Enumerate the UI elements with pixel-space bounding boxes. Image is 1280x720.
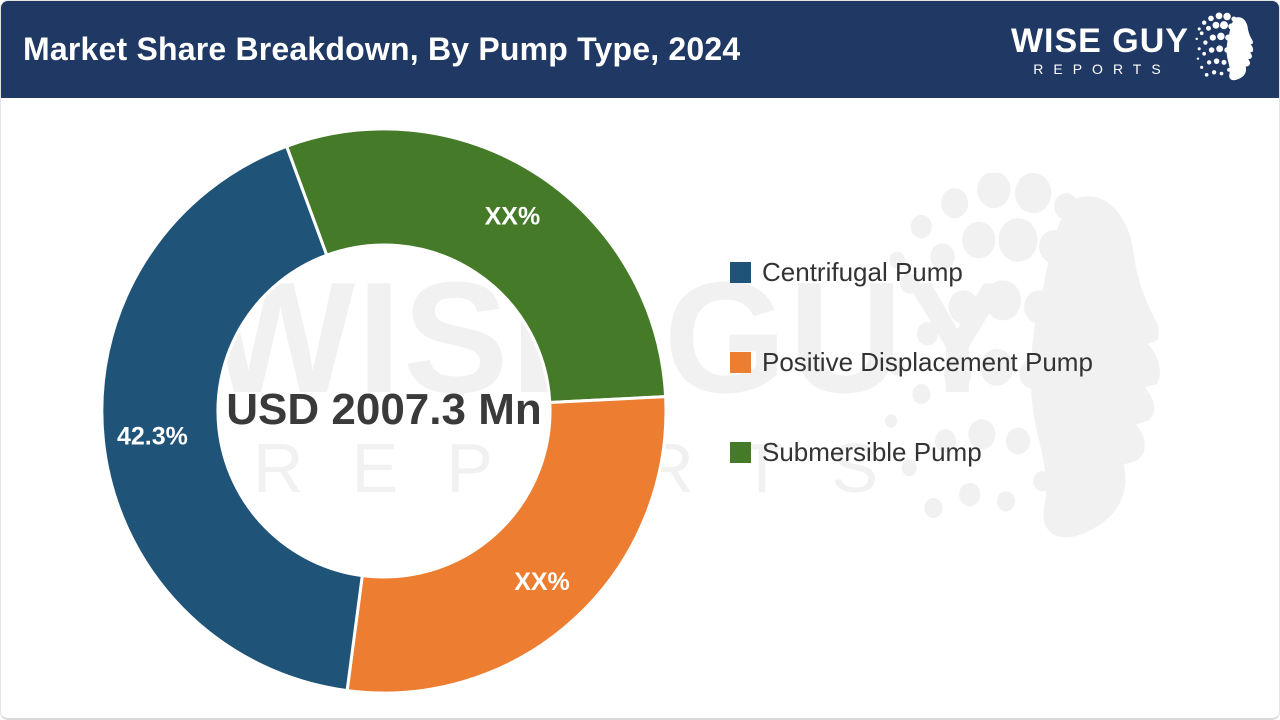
header-bar: Market Share Breakdown, By Pump Type, 20… [1, 1, 1279, 98]
legend-label: Submersible Pump [762, 437, 982, 467]
legend-swatch [730, 351, 751, 373]
legend-label: Positive Displacement Pump [762, 347, 1093, 377]
wiseguy-logo-text: WISE GUY REPORTS [1011, 24, 1189, 76]
logo-wordmark: WISE GUY [1010, 21, 1189, 60]
legend-swatch [730, 261, 751, 283]
legend-swatch [730, 441, 751, 463]
slice-percentage-label: 42.3% [117, 423, 188, 451]
logo-subtitle: REPORTS [1033, 60, 1171, 77]
legend-item-positive-displacement-pump: Positive Displacement Pump [730, 339, 1093, 385]
donut-chart: XX% XX% 42.3% [100, 127, 668, 695]
wiseguy-face-icon [1195, 11, 1254, 80]
wiseguy-logo: WISE GUY REPORTS [1011, 10, 1255, 90]
legend-label: Centrifugal Pump [762, 257, 963, 287]
page-title: Market Share Breakdown, By Pump Type, 20… [23, 31, 741, 67]
slice-positive-displacement-pump [345, 395, 668, 695]
slice-submersible-pump [285, 127, 668, 404]
slice-percentage-label: XX% [514, 568, 570, 596]
slice-percentage-label: XX% [485, 203, 541, 231]
legend-item-submersible-pump: Submersible Pump [730, 429, 1093, 475]
legend-item-centrifugal-pump: Centrifugal Pump [730, 249, 1093, 295]
slice-centrifugal-pump [100, 144, 364, 693]
legend: Centrifugal Pump Positive Displacement Pu… [730, 249, 1093, 475]
chart-center-value: USD 2007.3 Mn [226, 385, 542, 434]
